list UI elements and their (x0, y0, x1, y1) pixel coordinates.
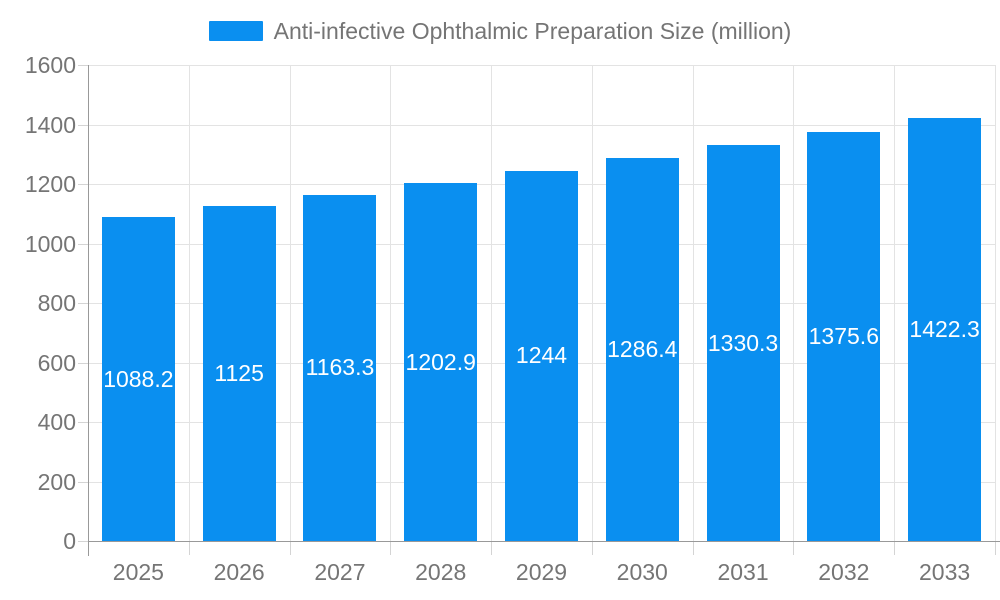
x-axis-tick (289, 541, 291, 555)
x-axis-tick-label: 2031 (717, 559, 769, 585)
grid-line-vertical (793, 65, 795, 541)
y-axis-tick (78, 422, 88, 423)
x-axis-tick (894, 541, 896, 555)
x-axis-tick (188, 541, 190, 555)
y-axis-tick-label: 1400 (24, 111, 76, 138)
bar-value-label: 1286.4 (607, 336, 678, 363)
bar[interactable]: 1422.3 (908, 117, 982, 541)
x-axis-tick-label: 2029 (515, 559, 568, 585)
x-axis-line (88, 541, 1000, 542)
x-axis-tick-label: 2025 (112, 559, 164, 585)
legend[interactable]: Anti-infective Ophthalmic Preparation Si… (0, 18, 1000, 44)
y-axis-tick (78, 481, 88, 483)
bar[interactable]: 1330.3 (706, 145, 780, 541)
y-axis-tick-label: 600 (37, 349, 76, 376)
grid-line-vertical (390, 65, 392, 541)
y-axis-tick-label: 1600 (24, 52, 76, 78)
grid-line-vertical (995, 65, 996, 541)
grid-line-vertical (491, 65, 493, 541)
y-axis-tick (78, 184, 88, 185)
y-axis-tick (78, 541, 88, 542)
x-axis-tick (995, 541, 996, 555)
bar[interactable]: 1375.6 (807, 131, 881, 541)
x-axis-tick-label: 2026 (213, 559, 265, 585)
bar[interactable]: 1163.3 (303, 194, 377, 541)
bar-value-label: 1125 (214, 360, 264, 387)
grid-line-horizontal (88, 124, 995, 126)
x-axis-tick (793, 541, 795, 555)
bar-value-label: 1422.3 (909, 315, 980, 342)
bar[interactable]: 1125 (202, 206, 276, 541)
bar[interactable]: 1286.4 (605, 158, 679, 541)
y-axis-tick (78, 243, 88, 245)
x-axis-tick (692, 541, 694, 555)
grid-line-vertical (894, 65, 896, 541)
y-axis-tick (78, 124, 88, 126)
legend-label: Anti-infective Ophthalmic Preparation Si… (273, 18, 792, 44)
y-axis-tick-label: 800 (37, 290, 76, 316)
grid-line-vertical (591, 65, 593, 541)
x-axis-tick-label: 2028 (415, 559, 467, 585)
y-axis-tick (78, 303, 88, 304)
bar[interactable]: 1202.9 (404, 183, 478, 541)
grid-line-vertical (692, 65, 694, 541)
x-axis-tick-label: 2027 (314, 559, 366, 585)
bar-value-label: 1202.9 (405, 348, 476, 375)
bar[interactable]: 1244 (505, 170, 578, 541)
bar-value-label: 1244 (515, 342, 568, 369)
bar-value-label: 1163.3 (305, 354, 375, 381)
y-axis-line (88, 65, 89, 556)
bar-value-label: 1330.3 (707, 329, 779, 356)
bar[interactable]: 1088.2 (101, 217, 175, 541)
y-axis-tick (78, 65, 88, 66)
x-axis-tick (491, 541, 493, 555)
x-axis-tick (390, 541, 392, 555)
y-axis-tick (78, 362, 88, 364)
x-axis-tick-label: 2032 (818, 559, 870, 585)
x-axis-tick-label: 2033 (919, 559, 971, 585)
y-axis-tick-label: 0 (63, 528, 76, 554)
grid-line-vertical (289, 65, 291, 541)
legend-swatch (208, 21, 263, 41)
bar-value-label: 1375.6 (808, 322, 879, 349)
y-axis-tick-label: 1200 (24, 171, 76, 197)
bar-value-label: 1088.2 (103, 365, 174, 392)
y-axis-tick-label: 1000 (24, 230, 76, 257)
grid-line-vertical (188, 65, 190, 541)
y-axis-tick-label: 400 (37, 409, 76, 435)
x-axis-tick (591, 541, 593, 555)
plot-area: 1088.2 1125 1163.3 1202.9 1244 1286.4 1330.3 13… (88, 65, 996, 541)
grid-line-horizontal (88, 65, 995, 66)
y-axis-tick-label: 200 (37, 468, 76, 495)
x-axis-tick-label: 2030 (616, 559, 668, 585)
